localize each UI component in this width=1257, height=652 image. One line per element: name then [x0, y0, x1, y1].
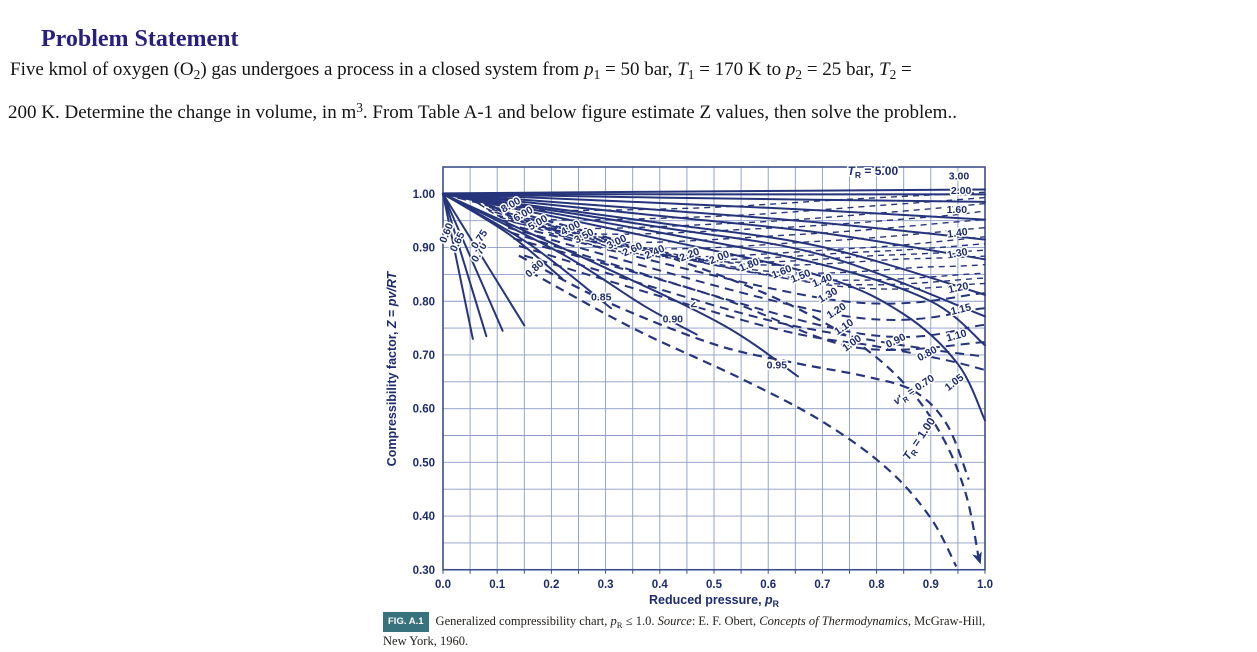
svg-text:0.1: 0.1 — [489, 579, 506, 591]
figure-badge: FIG. A.1 — [383, 612, 429, 632]
svg-text:0.2: 0.2 — [543, 579, 559, 591]
problem-text-line2: 200 K. Determine the change in volume, i… — [8, 100, 957, 123]
svg-text:1.60: 1.60 — [947, 204, 968, 216]
figure-caption: FIG. A.1 Generalized compressibility char… — [383, 612, 1003, 650]
svg-text:0.7: 0.7 — [814, 579, 830, 591]
figure-caption-line2: New York, 1960. — [383, 634, 469, 648]
svg-text:3.00: 3.00 — [949, 170, 970, 182]
page-title: Problem Statement — [41, 26, 239, 53]
svg-text:1.20: 1.20 — [947, 280, 970, 296]
y-axis-title: Compressibility factor, Z = pv/RT — [385, 271, 399, 467]
svg-text:0.90: 0.90 — [663, 314, 684, 326]
svg-text:0.3: 0.3 — [598, 579, 614, 591]
svg-text:0.70: 0.70 — [413, 350, 435, 362]
x-axis-title: Reduced pressure, pR — [649, 593, 779, 609]
chart-svg: 0.0 0.1 0.2 0.3 0.4 0.5 0.6 0.7 0.8 0.9 1.0 1.00 0.9… — [413, 163, 993, 591]
svg-text:2.40: 2.40 — [643, 243, 667, 262]
svg-text:1.40: 1.40 — [947, 226, 969, 241]
svg-text:2.00: 2.00 — [951, 185, 972, 197]
svg-text:0.40: 0.40 — [413, 511, 435, 523]
svg-text:1.05: 1.05 — [943, 372, 967, 394]
compressibility-chart-figure: 0.0 0.1 0.2 0.3 0.4 0.5 0.6 0.7 0.8 0.9 1.0 1.00 0.9… — [378, 160, 1026, 616]
svg-text:1.30: 1.30 — [946, 246, 968, 261]
svg-text:0.90: 0.90 — [884, 331, 908, 351]
svg-text:0.60: 0.60 — [413, 404, 435, 416]
svg-text:0.95: 0.95 — [767, 359, 788, 371]
svg-text:0.4: 0.4 — [652, 579, 669, 591]
svg-text:0.50: 0.50 — [413, 457, 435, 469]
svg-text:0.30: 0.30 — [413, 565, 435, 577]
svg-text:0.9: 0.9 — [923, 579, 939, 591]
svg-text:0.85: 0.85 — [591, 292, 612, 304]
svg-text:2.00: 2.00 — [708, 248, 732, 267]
svg-text:0.5: 0.5 — [706, 579, 723, 591]
svg-text:0.90: 0.90 — [413, 243, 435, 255]
figure-caption-text: Generalized compressibility chart, pR ≤ … — [435, 614, 986, 630]
svg-text:0.8: 0.8 — [869, 579, 886, 591]
svg-text:1.50: 1.50 — [789, 267, 813, 286]
svg-text:TR = 1.00: TR = 1.00 — [901, 416, 940, 464]
svg-text:0.0: 0.0 — [435, 579, 451, 591]
svg-text:0.80: 0.80 — [413, 296, 435, 308]
svg-text:0.6: 0.6 — [760, 579, 776, 591]
svg-text:1.00: 1.00 — [413, 189, 435, 201]
problem-text-line1: Five kmol of oxygen (O2) gas undergoes a… — [10, 59, 912, 82]
svg-text:1.10: 1.10 — [945, 327, 968, 344]
svg-text:1.0: 1.0 — [977, 579, 993, 591]
